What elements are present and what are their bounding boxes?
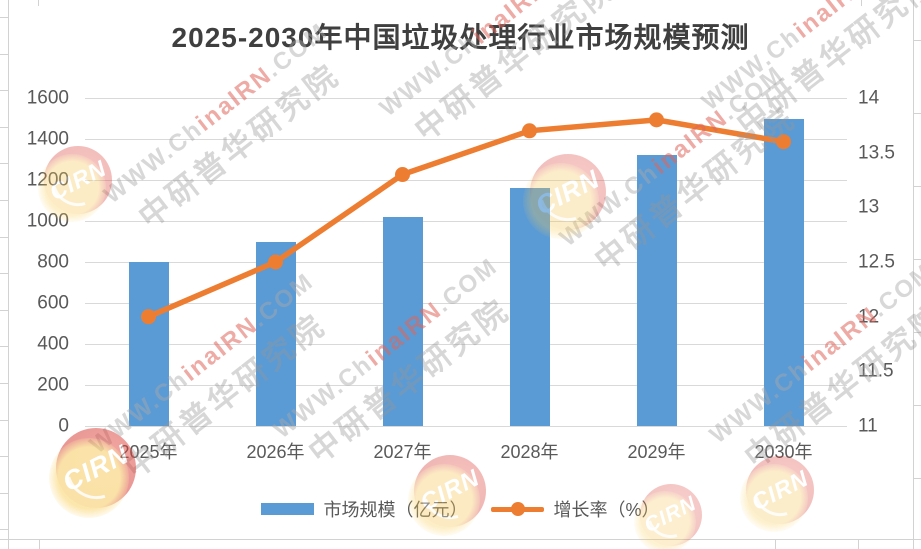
sheet-gridline [38,0,39,6]
plot-area [85,98,847,427]
sheet-gridline [913,478,921,479]
sheet-gridline [0,200,8,201]
right-axis-tick: 14 [858,87,880,109]
legend-line-swatch [491,502,545,516]
left-axis-tick: 0 [58,415,69,437]
sheet-gridline [913,259,921,260]
x-axis-label-2028年: 2028年 [500,442,559,462]
sheet-gridline [0,419,8,421]
legend-bar-swatch [261,503,315,515]
right-axis-tick: 11.5 [858,360,894,382]
sheet-gridline [8,0,9,549]
gridline [85,344,847,345]
left-axis-tick: 400 [37,333,69,355]
x-axis-label-2026年: 2026年 [246,442,305,462]
sheet-gridline [0,53,8,55]
line-marker-2026年 [268,254,283,270]
sheet-gridline [0,163,8,165]
line-marker-2027年 [395,167,410,183]
sheet-gridline [0,346,8,348]
gridline [85,139,847,140]
left-axis-tick: 1600 [26,87,69,109]
sheet-gridline [0,126,8,128]
sheet-gridline [0,90,8,92]
legend: 市场规模（亿元） 增长率（%） [0,496,921,522]
legend-label-market-size: 市场规模（亿元） [323,500,468,520]
legend-item-growth-rate: 增长率（%） [491,496,660,522]
gridline [85,262,847,263]
right-axis-tick: 13.5 [858,142,895,164]
legend-label-growth-rate: 增长率（%） [553,500,660,520]
left-axis-tick: 1400 [26,128,69,150]
left-axis-tick: 800 [37,251,69,273]
chart-title: 2025-2030年中国垃圾处理行业市场规模预测 [171,22,750,53]
line-marker-2029年 [649,112,664,128]
left-axis-tick: 1000 [26,210,69,232]
gridline [85,303,847,304]
bar-2030年 [763,118,804,426]
bar-2025年 [128,262,169,426]
sheet-gridline [913,113,921,114]
left-axis-tick: 600 [37,292,69,314]
bar-2027年 [382,216,423,426]
sheet-gridline [0,17,8,18]
sheet-gridline [0,529,8,531]
sheet-gridline [913,40,921,41]
sheet-gridline [0,456,8,458]
legend-item-market-size: 市场规模（亿元） [261,496,467,522]
sheet-gridline [39,539,40,549]
line-series [141,112,791,325]
x-axis-label-2027年: 2027年 [373,442,432,462]
gridline [85,180,847,181]
sheet-gridline [775,539,776,549]
growth-rate-line [147,117,784,320]
sheet-gridline [0,492,8,494]
sheet-gridline [0,273,8,275]
x-axis-label-2025年: 2025年 [119,442,178,462]
x-axis-label-2029年: 2029年 [627,442,686,462]
line-marker-2025年 [141,309,156,325]
sheet-gridline [913,405,921,406]
right-axis-tick: 12 [858,306,880,328]
sheet-gridline [913,186,921,187]
gridline [85,221,847,222]
line-marker-2028年 [522,123,537,139]
line-marker-2030年 [776,134,791,150]
sheet-gridline [0,539,921,540]
x-axis-label-2030年: 2030年 [754,442,813,462]
bar-2028年 [509,188,550,426]
left-axis-tick: 1200 [26,169,69,191]
gridline [85,426,847,427]
gridline [85,98,847,99]
legend-line-marker [511,502,526,516]
bar-2029年 [636,155,677,426]
right-axis-tick: 13 [858,196,880,218]
right-axis-tick: 12.5 [858,251,895,273]
left-axis-tick: 200 [37,374,69,396]
sheet-gridline [913,332,921,333]
gridline [85,385,847,386]
sheet-gridline [0,236,8,238]
sheet-gridline [0,383,8,384]
sheet-gridline [913,0,914,549]
right-axis-tick: 11 [858,415,878,437]
bar-2026年 [255,241,296,426]
sheet-gridline [861,0,862,6]
sheet-gridline [0,309,8,311]
sheet-gridline [858,539,859,549]
